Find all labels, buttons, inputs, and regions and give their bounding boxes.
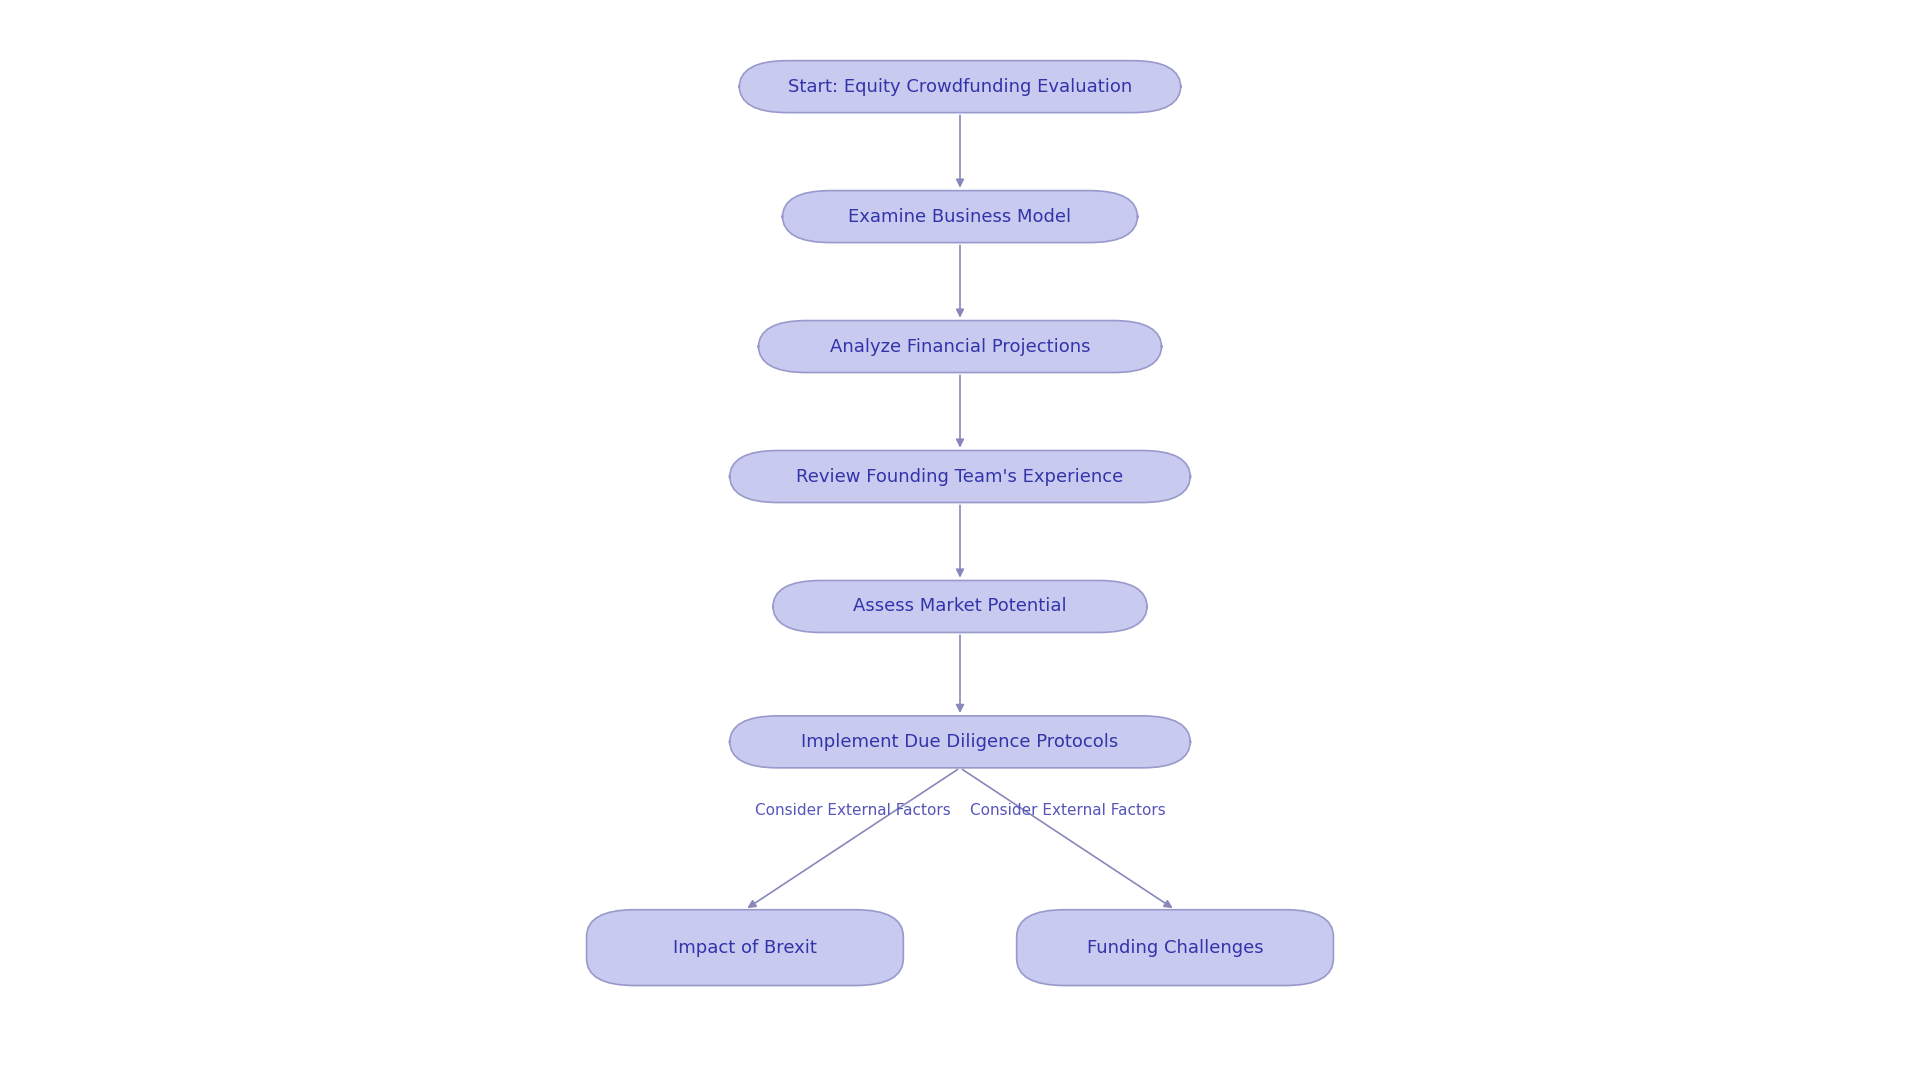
FancyBboxPatch shape <box>783 191 1137 243</box>
FancyBboxPatch shape <box>758 321 1162 373</box>
FancyBboxPatch shape <box>730 716 1190 768</box>
FancyBboxPatch shape <box>739 61 1181 113</box>
FancyBboxPatch shape <box>1018 910 1332 986</box>
Text: Assess Market Potential: Assess Market Potential <box>852 598 1068 615</box>
Text: Impact of Brexit: Impact of Brexit <box>674 939 816 956</box>
Text: Implement Due Diligence Protocols: Implement Due Diligence Protocols <box>801 733 1119 751</box>
Text: Analyze Financial Projections: Analyze Financial Projections <box>829 338 1091 355</box>
FancyBboxPatch shape <box>588 910 902 986</box>
FancyBboxPatch shape <box>772 580 1146 632</box>
Text: Review Founding Team's Experience: Review Founding Team's Experience <box>797 468 1123 485</box>
Text: Start: Equity Crowdfunding Evaluation: Start: Equity Crowdfunding Evaluation <box>787 78 1133 95</box>
Text: Consider External Factors: Consider External Factors <box>970 803 1165 818</box>
Text: Funding Challenges: Funding Challenges <box>1087 939 1263 956</box>
FancyBboxPatch shape <box>730 451 1190 503</box>
Text: Examine Business Model: Examine Business Model <box>849 208 1071 225</box>
Text: Consider External Factors: Consider External Factors <box>755 803 950 818</box>
